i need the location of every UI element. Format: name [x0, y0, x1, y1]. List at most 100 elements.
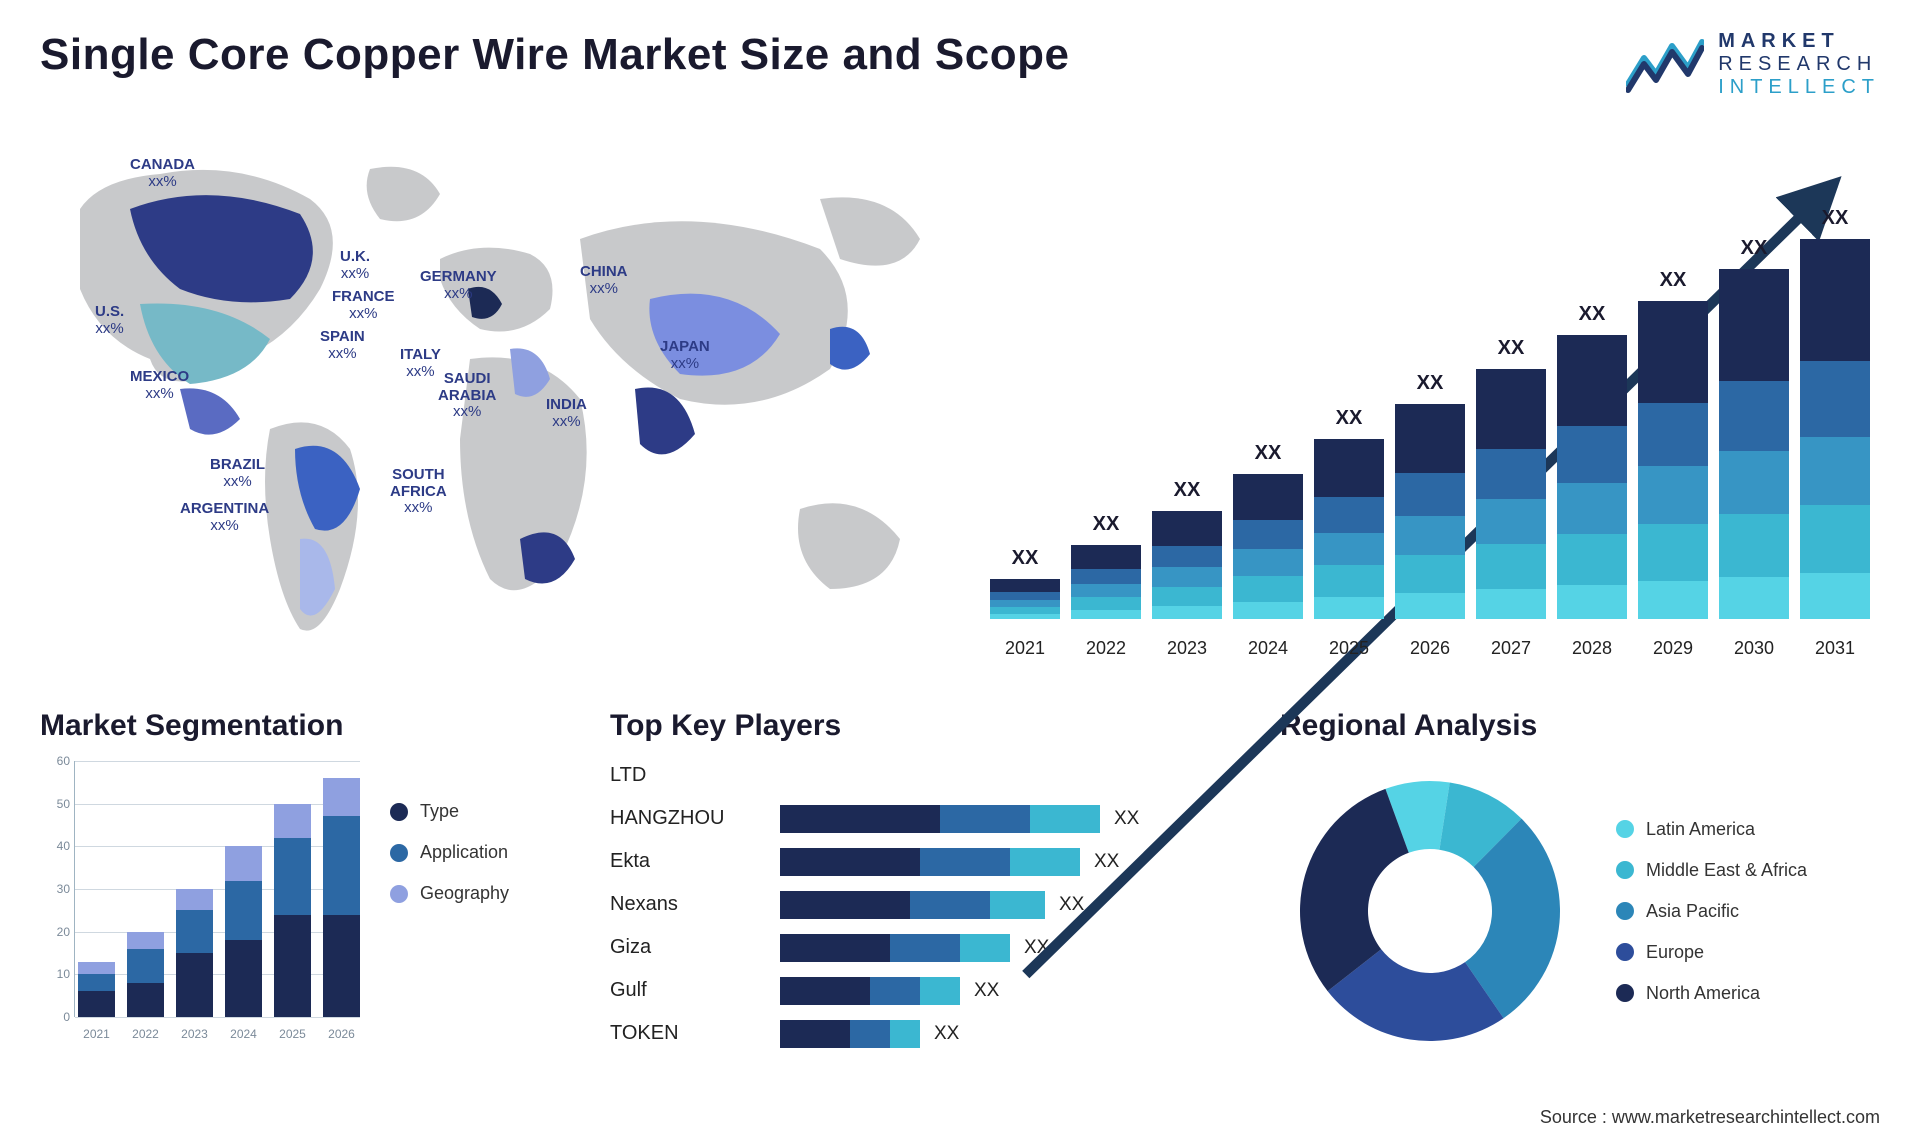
growth-bar: XX [1233, 474, 1303, 619]
growth-bar: XX [1638, 301, 1708, 619]
logo-icon [1626, 36, 1704, 94]
regional-donut [1280, 761, 1580, 1061]
growth-value-label: XX [1012, 547, 1039, 570]
growth-bar: XX [990, 579, 1060, 619]
player-value-label: XX [1094, 851, 1119, 873]
growth-year-label: 2026 [1395, 638, 1465, 659]
player-label: Nexans [610, 890, 760, 918]
player-value-label: XX [974, 980, 999, 1002]
world-map-panel: CANADAxx%U.S.xx%MEXICOxx%BRAZILxx%ARGENT… [40, 139, 940, 659]
map-label: JAPANxx% [660, 339, 710, 372]
seg-y-tick: 10 [40, 967, 70, 981]
segmentation-bar [127, 932, 164, 1017]
growth-value-label: XX [1174, 479, 1201, 502]
seg-year-label: 2023 [176, 1027, 213, 1041]
seg-y-tick: 0 [40, 1010, 70, 1024]
segmentation-bar [176, 889, 213, 1017]
logo-text-3: INTELLECT [1718, 76, 1880, 99]
source-credit: Source : www.marketresearchintellect.com [1540, 1107, 1880, 1128]
growth-year-label: 2030 [1719, 638, 1789, 659]
map-label: ARGENTINAxx% [180, 501, 269, 534]
segmentation-chart: 0102030405060 202120222023202420252026 [40, 761, 360, 1041]
growth-value-label: XX [1660, 269, 1687, 292]
player-value-label: XX [1059, 894, 1084, 916]
map-label: INDIAxx% [546, 397, 587, 430]
map-label: GERMANYxx% [420, 269, 497, 302]
player-label: LTD [610, 761, 760, 789]
player-label: HANGZHOU [610, 804, 760, 832]
player-value-label: XX [1024, 937, 1049, 959]
growth-value-label: XX [1579, 303, 1606, 326]
seg-year-label: 2026 [323, 1027, 360, 1041]
growth-value-label: XX [1093, 513, 1120, 536]
player-label: TOKEN [610, 1019, 760, 1047]
growth-value-label: XX [1255, 442, 1282, 465]
segmentation-legend-item: Type [390, 801, 509, 822]
seg-y-tick: 30 [40, 882, 70, 896]
player-value-label: XX [1114, 808, 1139, 830]
growth-bar: XX [1557, 335, 1627, 619]
page-title: Single Core Copper Wire Market Size and … [40, 30, 1069, 80]
player-row: XX [780, 1020, 1230, 1048]
segmentation-legend-item: Geography [390, 883, 509, 904]
map-label: FRANCExx% [332, 289, 395, 322]
growth-bar: XX [1800, 239, 1870, 619]
player-row: XX [780, 891, 1230, 919]
player-label: Giza [610, 933, 760, 961]
growth-year-label: 2031 [1800, 638, 1870, 659]
growth-value-label: XX [1822, 207, 1849, 230]
seg-year-label: 2022 [127, 1027, 164, 1041]
seg-y-tick: 60 [40, 754, 70, 768]
player-value-label: XX [934, 1023, 959, 1045]
growth-value-label: XX [1498, 337, 1525, 360]
regional-legend-item: Middle East & Africa [1616, 860, 1807, 881]
regional-legend: Latin America Middle East & Africa Asia Pa… [1616, 819, 1807, 1004]
players-labels: LTDHANGZHOUEktaNexansGizaGulfTOKEN [610, 761, 760, 1048]
player-row: XX [780, 934, 1230, 962]
segmentation-bar [225, 846, 262, 1017]
growth-value-label: XX [1417, 372, 1444, 395]
segmentation-title: Market Segmentation [40, 709, 560, 743]
regional-panel: Regional Analysis Latin America Middle Ea… [1280, 709, 1880, 1061]
regional-legend-item: Latin America [1616, 819, 1807, 840]
segmentation-bar [78, 962, 115, 1017]
growth-bar: XX [1395, 404, 1465, 619]
map-label: SOUTHAFRICAxx% [390, 467, 447, 517]
growth-year-label: 2027 [1476, 638, 1546, 659]
map-label: SAUDIARABIAxx% [438, 371, 496, 421]
growth-year-label: 2028 [1557, 638, 1627, 659]
growth-year-label: 2024 [1233, 638, 1303, 659]
regional-legend-item: Europe [1616, 942, 1807, 963]
map-label: CANADAxx% [130, 157, 195, 190]
map-label: MEXICOxx% [130, 369, 189, 402]
map-label: U.K.xx% [340, 249, 370, 282]
growth-year-label: 2025 [1314, 638, 1384, 659]
seg-y-tick: 50 [40, 797, 70, 811]
logo-text-1: MARKET [1718, 30, 1880, 53]
growth-bar: XX [1314, 439, 1384, 619]
growth-year-label: 2021 [990, 638, 1060, 659]
map-label: CHINAxx% [580, 264, 628, 297]
growth-bar: XX [1719, 269, 1789, 619]
regional-legend-item: North America [1616, 983, 1807, 1004]
segmentation-bar [323, 778, 360, 1017]
seg-year-label: 2025 [274, 1027, 311, 1041]
growth-year-label: 2029 [1638, 638, 1708, 659]
segmentation-panel: Market Segmentation 0102030405060 202120… [40, 709, 560, 1061]
player-row: XX [780, 848, 1230, 876]
segmentation-bar [274, 804, 311, 1017]
players-bars: XX XX XX XX XX XX [780, 761, 1230, 1048]
seg-y-tick: 40 [40, 839, 70, 853]
map-label: SPAINxx% [320, 329, 365, 362]
growth-bar: XX [1152, 511, 1222, 619]
regional-legend-item: Asia Pacific [1616, 901, 1807, 922]
growth-bar: XX [1476, 369, 1546, 619]
segmentation-legend-item: Application [390, 842, 509, 863]
seg-y-tick: 20 [40, 925, 70, 939]
player-label: Gulf [610, 976, 760, 1004]
player-row: XX [780, 805, 1230, 833]
segmentation-legend: Type Application Geography [390, 761, 509, 1041]
regional-title: Regional Analysis [1280, 709, 1880, 743]
players-title: Top Key Players [610, 709, 1230, 743]
map-label: ITALYxx% [400, 347, 441, 380]
